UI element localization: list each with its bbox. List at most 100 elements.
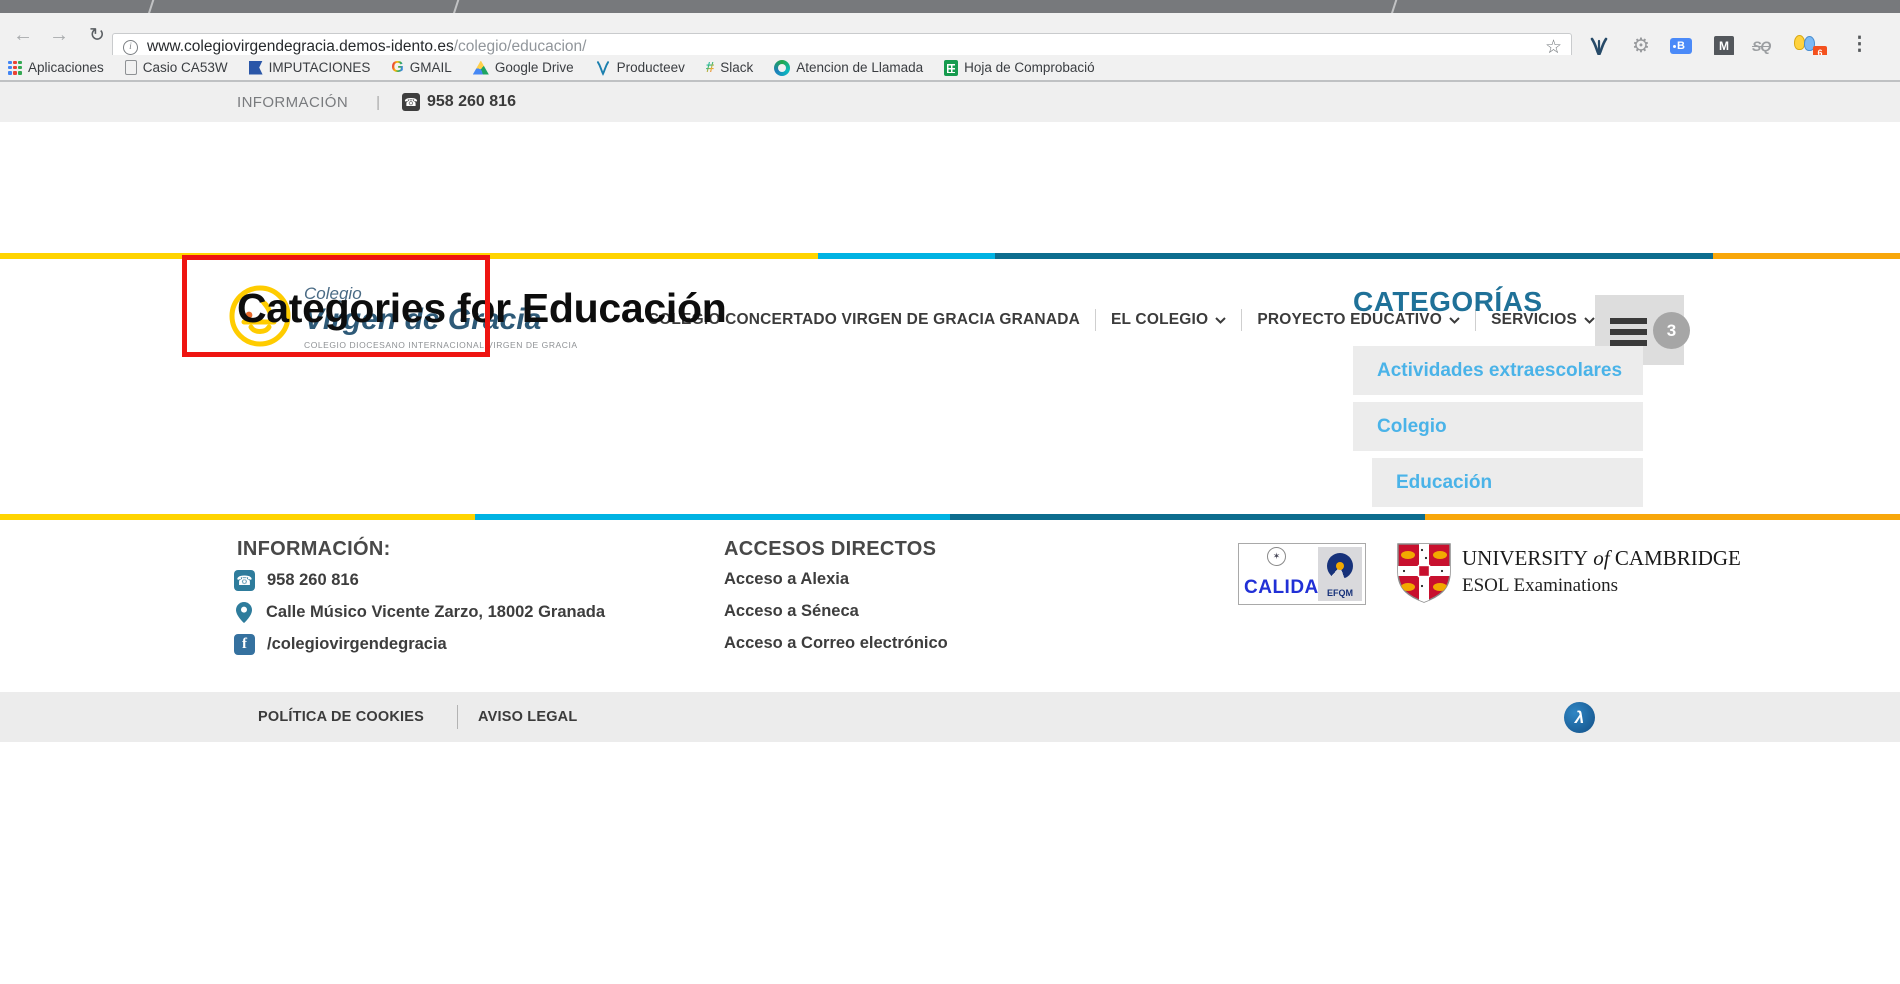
link-politica-cookies[interactable]: POLÍTICA DE COOKIES bbox=[258, 709, 424, 725]
site-header: Colegio Virgen de Gracia COLEGIO DIOCESA… bbox=[0, 122, 1900, 365]
hamburger-icon bbox=[1610, 329, 1647, 335]
footer-facebook-row[interactable]: f /colegiovirgendegracia bbox=[234, 634, 447, 655]
nav-label: EL COLEGIO bbox=[1111, 311, 1209, 328]
swirl-icon bbox=[774, 59, 791, 76]
efqm-label: EFQM bbox=[1327, 588, 1353, 598]
back-button[interactable] bbox=[8, 21, 38, 49]
bookmark-label: Atencion de Llamada bbox=[796, 60, 924, 75]
link-aviso-legal[interactable]: AVISO LEGAL bbox=[478, 709, 578, 725]
sidebar-item-label: Educación bbox=[1396, 471, 1493, 493]
m-extension-icon[interactable]: M bbox=[1714, 36, 1734, 56]
nav-item-brand[interactable]: COLEGIO CONCERTADO VIRGEN DE GRACIA GRAN… bbox=[648, 311, 1080, 329]
bookmarks-bar: Aplicaciones Casio CA53W IMPUTACIONES G … bbox=[0, 55, 1900, 82]
bookmark-label: GMAIL bbox=[409, 60, 452, 75]
tab-edge bbox=[1390, 0, 1398, 13]
spreadsheet-icon bbox=[944, 59, 959, 76]
nav-item-proyecto-educativo[interactable]: PROYECTO EDUCATIVO bbox=[1257, 311, 1460, 329]
footer-phone-row: 958 260 816 bbox=[234, 570, 359, 591]
nav-label: COLEGIO CONCERTADO VIRGEN DE GRACIA GRAN… bbox=[647, 311, 1080, 328]
phone-icon bbox=[234, 570, 255, 591]
sidebar-item-colegio[interactable]: Colegio bbox=[1353, 402, 1643, 451]
sidebar-item-educacion[interactable]: Educación bbox=[1372, 458, 1643, 507]
bookmark-label: Aplicaciones bbox=[28, 60, 104, 75]
bookmark-label: Slack bbox=[720, 60, 754, 75]
bookmark-label: IMPUTACIONES bbox=[268, 60, 371, 75]
site-logo[interactable]: Colegio Virgen de Gracia COLEGIO DIOCESA… bbox=[228, 284, 578, 350]
link-acceso-correo[interactable]: Acceso a Correo electrónico bbox=[724, 634, 948, 652]
tab-edge bbox=[147, 0, 155, 13]
cambridge-shield-icon bbox=[1397, 543, 1451, 603]
footer-address-row: Calle Músico Vicente Zarzo, 18002 Granad… bbox=[236, 602, 605, 623]
location-pin-icon bbox=[236, 602, 252, 623]
logo-line2: Virgen de Gracia bbox=[304, 303, 542, 336]
legal-separator bbox=[457, 705, 458, 729]
nav-item-el-colegio[interactable]: EL COLEGIO bbox=[1111, 311, 1227, 329]
cambridge-logo: UNIVERSITY of CAMBRIDGE ESOL Examination… bbox=[1396, 542, 1741, 604]
sq-extension-icon[interactable]: SQ bbox=[1752, 38, 1771, 54]
hamburger-icon bbox=[1610, 318, 1647, 324]
reload-button[interactable] bbox=[82, 21, 112, 49]
site-footer: INFORMACIÓN: 958 260 816 Calle Músico Vi… bbox=[0, 520, 1900, 692]
nav-separator bbox=[1095, 309, 1096, 331]
chevron-down-icon bbox=[1584, 316, 1595, 324]
bookmark-label: Hoja de Comprobació bbox=[964, 60, 1095, 75]
bookmark-producteev[interactable]: Producteev bbox=[595, 60, 685, 76]
tab-edge bbox=[452, 0, 460, 13]
forward-button[interactable] bbox=[44, 21, 74, 49]
producteev-icon bbox=[596, 60, 609, 76]
browser-tab-strip[interactable] bbox=[0, 0, 1900, 13]
bookmark-slack[interactable]: # Slack bbox=[706, 59, 753, 76]
bookmark-hoja[interactable]: Hoja de Comprobació bbox=[944, 59, 1095, 76]
site-topbar: INFORMACIÓN | 958 260 816 bbox=[0, 82, 1900, 192]
sidebar-title: CATEGORÍAS bbox=[1353, 286, 1543, 317]
footer-address-text: Calle Músico Vicente Zarzo, 18002 Granad… bbox=[266, 603, 606, 621]
sidebar-item-label: Actividades extraescolares bbox=[1377, 359, 1623, 381]
chevron-down-icon bbox=[1215, 316, 1227, 324]
browser-menu-icon[interactable] bbox=[1850, 33, 1869, 56]
phone-icon bbox=[401, 93, 420, 111]
page-title-boxed-word: Categories bbox=[237, 285, 446, 331]
tag-extension-icon[interactable]: B bbox=[1670, 38, 1692, 54]
bookmark-casio[interactable]: Casio CA53W bbox=[124, 60, 228, 75]
logo-emblem-icon bbox=[229, 285, 291, 347]
red-annotation-box bbox=[182, 255, 490, 357]
document-icon bbox=[124, 60, 137, 75]
bookmark-apps[interactable]: Aplicaciones bbox=[8, 60, 104, 75]
footer-facebook-handle: /colegiovirgendegracia bbox=[267, 635, 447, 653]
stripe-segment-orange bbox=[1425, 514, 1900, 520]
nav-item-servicios[interactable]: SERVICIOS bbox=[1491, 311, 1595, 329]
page-info-icon[interactable]: i bbox=[123, 39, 138, 55]
accent-stripe-bottom bbox=[0, 514, 1900, 520]
apps-grid-icon bbox=[8, 60, 22, 75]
bookmark-google-drive[interactable]: Google Drive bbox=[472, 60, 574, 75]
calidad-label: CALIDAD bbox=[1244, 577, 1333, 598]
idento-logo-button[interactable]: λ bbox=[1564, 702, 1595, 733]
flag-bookmark-icon bbox=[248, 60, 263, 75]
cambridge-line1: UNIVERSITY of CAMBRIDGE bbox=[1462, 546, 1741, 571]
sidebar-item-actividades-extraescolares[interactable]: Actividades extraescolares bbox=[1353, 346, 1643, 395]
topbar-info-label: INFORMACIÓN bbox=[237, 93, 349, 111]
hamburger-icon bbox=[1610, 340, 1647, 346]
bookmark-gmail[interactable]: G GMAIL bbox=[391, 59, 451, 77]
footer-phone-text: 958 260 816 bbox=[267, 571, 359, 589]
sidebar-item-label: Colegio bbox=[1377, 415, 1447, 437]
link-acceso-seneca[interactable]: Acceso a Séneca bbox=[724, 602, 859, 620]
cambridge-word-of: of bbox=[1588, 546, 1615, 570]
stripe-segment-cyan bbox=[475, 514, 950, 520]
bookmark-imputaciones[interactable]: IMPUTACIONES bbox=[248, 60, 371, 75]
calidad-stamp-icon: ✶ bbox=[1267, 547, 1286, 566]
chevron-down-icon bbox=[1449, 316, 1460, 324]
topbar-separator: | bbox=[376, 93, 380, 111]
lightbulbs-extension-icon[interactable]: 6 bbox=[1794, 35, 1827, 59]
efqm-swirl-icon bbox=[1327, 553, 1353, 579]
nav-separator bbox=[1241, 309, 1243, 331]
legal-bar: POLÍTICA DE COOKIES AVISO LEGAL λ bbox=[0, 692, 1900, 742]
slack-hash-icon: # bbox=[705, 59, 715, 76]
bookmark-atencion[interactable]: Atencion de Llamada bbox=[774, 59, 924, 76]
nav-separator bbox=[1475, 309, 1477, 331]
facebook-icon: f bbox=[234, 634, 255, 655]
menu-count-badge: 3 bbox=[1653, 312, 1690, 349]
bookmark-label: Producteev bbox=[616, 60, 685, 75]
link-acceso-alexia[interactable]: Acceso a Alexia bbox=[724, 570, 850, 588]
